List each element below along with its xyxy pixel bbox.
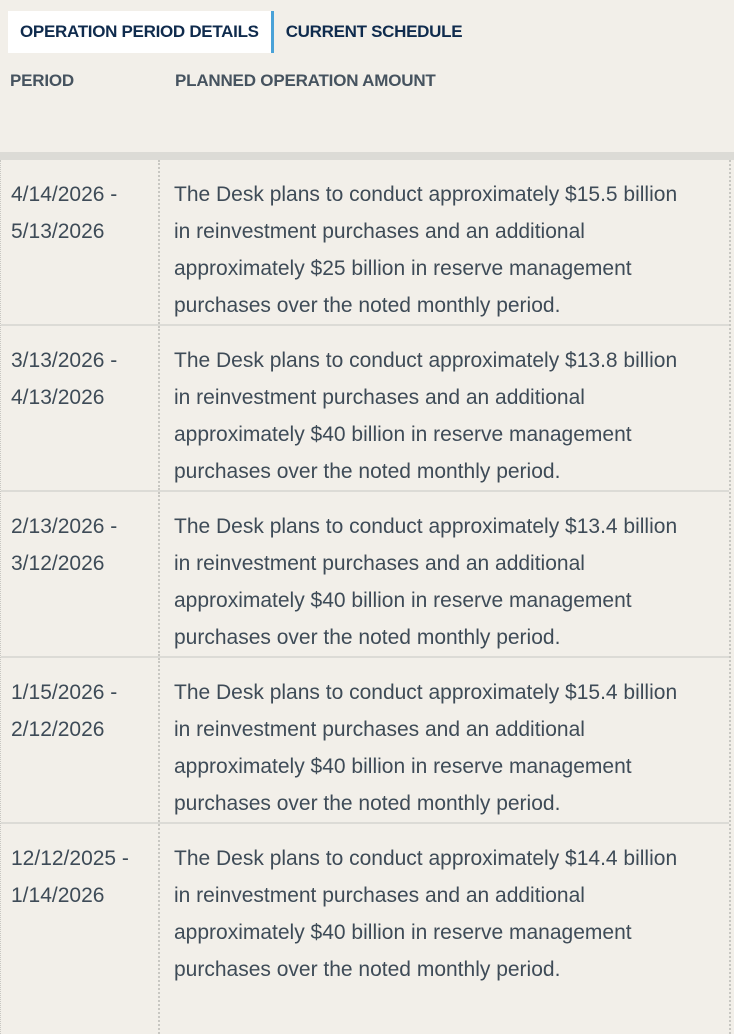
tab-bar: OPERATION PERIOD DETAILS CURRENT SCHEDUL… <box>8 11 734 53</box>
period-end: 4/13/2026 <box>11 386 105 409</box>
operation-schedule-page: { "tabs": [ { "label": "OPERATION PERIOD… <box>0 11 734 1034</box>
period-start: 12/12/2025 - <box>11 847 129 870</box>
amount-text-line: The Desk plans to conduct approximately … <box>174 847 678 870</box>
period-start: 4/14/2026 - <box>11 183 118 206</box>
amount-text-line: approximately $40 billion in reserve man… <box>174 423 632 446</box>
period-cell: 1/15/2026 - 2/12/2026 <box>1 658 160 822</box>
table-row: 1/15/2026 - 2/12/2026 The Desk plans to … <box>1 658 729 824</box>
amount-cell: The Desk plans to conduct approximately … <box>160 658 729 822</box>
amount-text-line: in reinvestment purchases and an additio… <box>174 220 585 243</box>
table-row: 3/13/2026 - 4/13/2026 The Desk plans to … <box>1 326 729 492</box>
table-row: 12/12/2025 - 1/14/2026 The Desk plans to… <box>1 824 729 1034</box>
filter-spacer <box>0 96 734 152</box>
amount-cell: The Desk plans to conduct approximately … <box>160 492 729 656</box>
period-end: 1/14/2026 <box>11 884 105 907</box>
period-cell: 2/13/2026 - 3/12/2026 <box>1 492 160 656</box>
amount-text-line: purchases over the noted monthly period. <box>174 460 561 483</box>
amount-text-line: purchases over the noted monthly period. <box>174 792 561 815</box>
header-separator-band <box>0 152 734 160</box>
amount-text-line: The Desk plans to conduct approximately … <box>174 349 678 372</box>
amount-text-line: in reinvestment purchases and an additio… <box>174 718 585 741</box>
amount-text-line: purchases over the noted monthly period. <box>174 958 561 981</box>
amount-cell: The Desk plans to conduct approximately … <box>160 326 729 490</box>
column-header-planned-operation-amount: PLANNED OPERATION AMOUNT <box>175 71 436 90</box>
table-row: 2/13/2026 - 3/12/2026 The Desk plans to … <box>1 492 729 658</box>
amount-text-line: approximately $25 billion in reserve man… <box>174 257 632 280</box>
period-start: 2/13/2026 - <box>11 515 118 538</box>
amount-text-line: in reinvestment purchases and an additio… <box>174 552 585 575</box>
amount-text-line: purchases over the noted monthly period. <box>174 294 561 317</box>
table-header-row: PERIOD PLANNED OPERATION AMOUNT <box>0 66 734 96</box>
amount-cell: The Desk plans to conduct approximately … <box>160 160 729 324</box>
table-row: 4/14/2026 - 5/13/2026 The Desk plans to … <box>1 160 729 326</box>
amount-text-line: in reinvestment purchases and an additio… <box>174 884 585 907</box>
amount-text-line: The Desk plans to conduct approximately … <box>174 681 678 704</box>
amount-text-line: The Desk plans to conduct approximately … <box>174 515 678 538</box>
period-cell: 4/14/2026 - 5/13/2026 <box>1 160 160 324</box>
tab-operation-period-details[interactable]: OPERATION PERIOD DETAILS <box>8 11 271 53</box>
period-start: 3/13/2026 - <box>11 349 118 372</box>
period-end: 3/12/2026 <box>11 552 105 575</box>
period-end: 5/13/2026 <box>11 220 105 243</box>
amount-text-line: approximately $40 billion in reserve man… <box>174 755 632 778</box>
column-header-period: PERIOD <box>10 71 74 90</box>
operation-period-table: 4/14/2026 - 5/13/2026 The Desk plans to … <box>0 160 731 1034</box>
amount-text-line: approximately $40 billion in reserve man… <box>174 589 632 612</box>
tab-divider <box>270 11 274 53</box>
tab-current-schedule[interactable]: CURRENT SCHEDULE <box>285 22 463 41</box>
period-cell: 3/13/2026 - 4/13/2026 <box>1 326 160 490</box>
amount-text-line: The Desk plans to conduct approximately … <box>174 183 678 206</box>
period-cell: 12/12/2025 - 1/14/2026 <box>1 824 160 1034</box>
amount-text-line: purchases over the noted monthly period. <box>174 626 561 649</box>
period-end: 2/12/2026 <box>11 718 105 741</box>
amount-text-line: in reinvestment purchases and an additio… <box>174 386 585 409</box>
amount-text-line: approximately $40 billion in reserve man… <box>174 921 632 944</box>
amount-cell: The Desk plans to conduct approximately … <box>160 824 729 1034</box>
period-start: 1/15/2026 - <box>11 681 118 704</box>
